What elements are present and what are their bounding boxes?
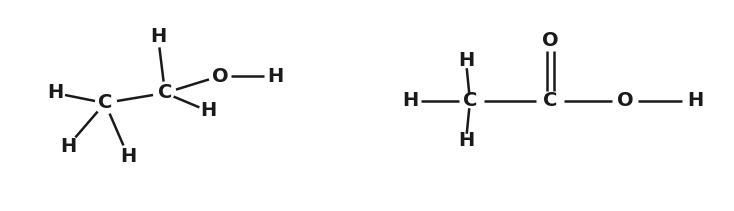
Text: O: O bbox=[211, 66, 228, 85]
Text: C: C bbox=[98, 93, 112, 112]
Text: O: O bbox=[542, 31, 559, 50]
Text: H: H bbox=[47, 84, 63, 103]
Text: C: C bbox=[463, 92, 477, 111]
Text: O: O bbox=[617, 92, 633, 111]
Text: H: H bbox=[60, 137, 76, 156]
Text: H: H bbox=[150, 27, 166, 46]
Text: H: H bbox=[200, 101, 216, 120]
Text: H: H bbox=[687, 92, 703, 111]
Text: H: H bbox=[120, 146, 136, 165]
Text: C: C bbox=[158, 84, 172, 103]
Text: H: H bbox=[458, 131, 474, 150]
Text: C: C bbox=[543, 92, 557, 111]
Text: H: H bbox=[458, 51, 474, 70]
Text: H: H bbox=[267, 66, 283, 85]
Text: H: H bbox=[402, 92, 418, 111]
